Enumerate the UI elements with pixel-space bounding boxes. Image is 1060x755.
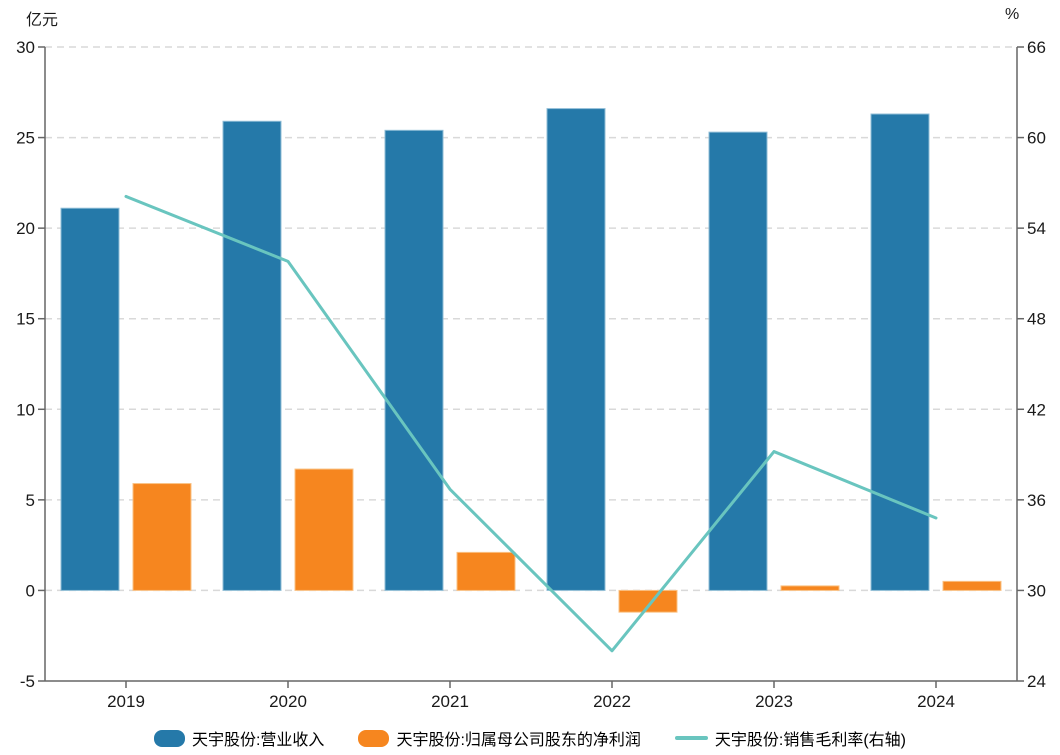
- revenue-swatch-icon: [153, 729, 185, 747]
- legend-label-gross-margin: 天宇股份:销售毛利率(右轴): [714, 732, 906, 749]
- legend-item-revenue: 天宇股份:营业收入: [153, 726, 325, 750]
- left-tick-label: -5: [20, 672, 35, 691]
- right-tick-label: 36: [1027, 491, 1046, 510]
- right-tick-label: 60: [1027, 129, 1046, 148]
- bar-revenue-2019: [60, 207, 120, 591]
- bar-net-profit-2023: [780, 585, 840, 591]
- right-tick-label: 66: [1027, 38, 1046, 57]
- right-tick-label: 42: [1027, 400, 1046, 419]
- left-axis-title: 亿元: [26, 12, 59, 29]
- right-tick-label: 54: [1027, 219, 1046, 238]
- bar-net-profit-2024: [942, 580, 1002, 591]
- plot-area: 30 25 20 15 10 5 0 -5 66 60 54 48 42 36 30 24 2019 2020 20…: [16, 38, 1046, 711]
- left-tick-label: 30: [16, 38, 35, 57]
- net-profit-swatch-icon: [358, 729, 390, 747]
- left-tick-label: 0: [26, 581, 35, 600]
- bar-net-profit-2022: [618, 589, 678, 613]
- gross-margin-line: [124, 194, 938, 653]
- right-tick-label: 24: [1027, 672, 1046, 691]
- bar-net-profit-2019: [132, 483, 192, 591]
- gross-margin-line-swatch-icon: [674, 736, 708, 740]
- legend-label-revenue: 天宇股份:营业收入: [191, 732, 325, 749]
- left-tick-label: 20: [16, 219, 35, 238]
- bar-revenue-2024: [870, 113, 930, 591]
- legend-item-net-profit: 天宇股份:归属母公司股东的净利润: [358, 726, 641, 750]
- x-tick-label: 2021: [431, 692, 469, 711]
- left-tick-label: 15: [16, 310, 35, 329]
- bar-revenue-2021: [384, 129, 444, 591]
- left-tick-label: 25: [16, 129, 35, 148]
- x-tick-label: 2023: [755, 692, 793, 711]
- bar-revenue-2022: [546, 108, 606, 591]
- right-axis-title: %: [1005, 6, 1020, 23]
- bar-revenue-2020: [222, 120, 282, 591]
- legend-item-gross-margin: 天宇股份:销售毛利率(右轴): [674, 726, 906, 750]
- left-tick-label: 10: [16, 400, 35, 419]
- legend-label-net-profit: 天宇股份:归属母公司股东的净利润: [396, 732, 641, 749]
- bar-net-profit-2021: [456, 551, 516, 591]
- right-tick-label: 48: [1027, 310, 1046, 329]
- x-tick-label: 2024: [917, 692, 955, 711]
- left-tick-label: 5: [26, 491, 35, 510]
- right-tick-label: 30: [1027, 581, 1046, 600]
- bar-net-profit-2020: [294, 468, 354, 591]
- bar-revenue-2023: [708, 131, 768, 591]
- x-tick-label: 2019: [107, 692, 145, 711]
- legend: 天宇股份:营业收入 天宇股份:归属母公司股东的净利润 天宇股份:销售毛利率(右轴…: [0, 726, 1060, 750]
- x-tick-label: 2020: [269, 692, 307, 711]
- x-tick-label: 2022: [593, 692, 631, 711]
